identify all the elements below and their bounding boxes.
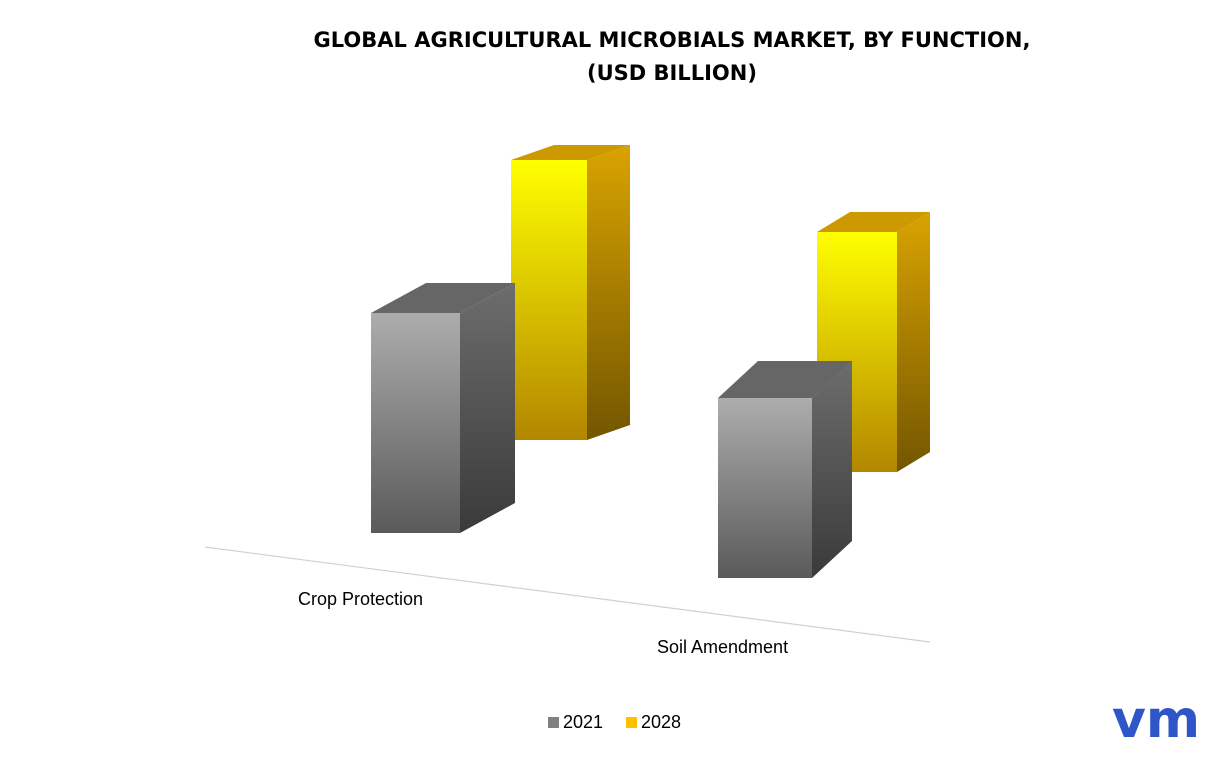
bar-side	[587, 145, 630, 440]
legend-swatch	[548, 717, 559, 728]
chart-title: GLOBAL AGRICULTURAL MICROBIALS MARKET, B…	[314, 28, 1031, 52]
x-tick-label: Crop Protection	[298, 589, 423, 609]
bar-group	[371, 283, 515, 533]
legend-label: 2021	[563, 712, 603, 732]
bar-group	[718, 361, 852, 578]
bar-top	[718, 361, 852, 398]
bar-group	[817, 212, 930, 472]
legend-swatch	[626, 717, 637, 728]
bar	[718, 398, 812, 578]
bar	[371, 313, 460, 533]
bar-top	[817, 212, 930, 232]
bar-side	[812, 361, 852, 578]
floor-line	[204, 546, 931, 643]
logo: vm	[1112, 690, 1200, 750]
bar	[511, 160, 587, 440]
bar-top	[511, 145, 630, 160]
x-tick-label: Soil Amendment	[657, 637, 788, 657]
legend-label: 2028	[641, 712, 681, 732]
bar-side	[460, 283, 515, 533]
bar-top	[371, 283, 515, 313]
chart-subtitle: (USD BILLION)	[587, 61, 757, 85]
bar-group	[511, 145, 630, 440]
bars	[371, 145, 930, 578]
bar-side	[897, 212, 930, 472]
